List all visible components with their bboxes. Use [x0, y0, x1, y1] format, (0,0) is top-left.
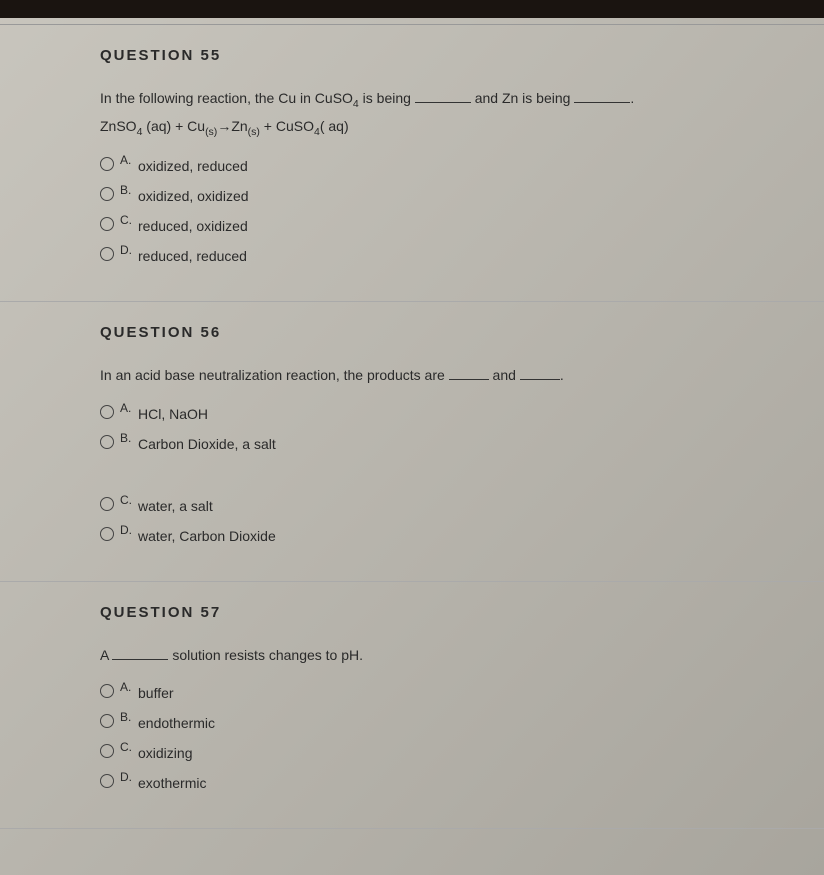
- option-row[interactable]: B. endothermic: [100, 712, 824, 728]
- options-list: A. HCl, NaOH B. Carbon Dioxide, a salt C…: [100, 403, 824, 541]
- prompt-text: A: [100, 647, 112, 663]
- radio-icon[interactable]: [100, 435, 114, 449]
- option-letter: A.: [120, 401, 134, 415]
- option-text: reduced, oxidized: [138, 218, 248, 234]
- radio-icon[interactable]: [100, 684, 114, 698]
- option-text: exothermic: [138, 775, 206, 791]
- prompt-text: solution resists changes to pH.: [168, 647, 363, 663]
- prompt-text: .: [630, 90, 634, 106]
- question-55: QUESTION 55 In the following reaction, t…: [0, 25, 824, 302]
- option-letter: D.: [120, 243, 134, 257]
- question-title: QUESTION 55: [100, 47, 824, 64]
- option-text: oxidized, oxidized: [138, 188, 249, 204]
- radio-icon[interactable]: [100, 774, 114, 788]
- blank: [574, 90, 630, 103]
- option-text: oxidized, reduced: [138, 158, 248, 174]
- option-letter: C.: [120, 493, 134, 507]
- question-title: QUESTION 57: [100, 604, 824, 621]
- option-text: water, a salt: [138, 498, 213, 514]
- option-text: buffer: [138, 685, 174, 701]
- options-list: A. buffer B. endothermic C. oxidizing D.…: [100, 682, 824, 788]
- option-text: HCl, NaOH: [138, 406, 208, 422]
- prompt-text: is being: [359, 90, 415, 106]
- radio-icon[interactable]: [100, 527, 114, 541]
- option-letter: B.: [120, 431, 134, 445]
- option-row[interactable]: A. oxidized, reduced: [100, 155, 824, 171]
- option-row[interactable]: D. reduced, reduced: [100, 245, 824, 261]
- option-letter: D.: [120, 523, 134, 537]
- option-row[interactable]: C. oxidizing: [100, 742, 824, 758]
- option-text: oxidizing: [138, 745, 192, 761]
- option-row[interactable]: D. water, Carbon Dioxide: [100, 525, 824, 541]
- question-title: QUESTION 56: [100, 324, 824, 341]
- radio-icon[interactable]: [100, 187, 114, 201]
- option-text: endothermic: [138, 715, 215, 731]
- option-text: reduced, reduced: [138, 248, 247, 264]
- option-letter: C.: [120, 213, 134, 227]
- option-letter: C.: [120, 740, 134, 754]
- option-text: Carbon Dioxide, a salt: [138, 436, 276, 452]
- radio-icon[interactable]: [100, 405, 114, 419]
- option-letter: B.: [120, 710, 134, 724]
- option-letter: B.: [120, 183, 134, 197]
- blank: [449, 368, 489, 381]
- option-letter: A.: [120, 153, 134, 167]
- option-letter: D.: [120, 770, 134, 784]
- radio-icon[interactable]: [100, 744, 114, 758]
- option-letter: A.: [120, 680, 134, 694]
- subscript: (s): [248, 125, 260, 137]
- equation-text: (aq) + Cu: [142, 118, 205, 134]
- options-list: A. oxidized, reduced B. oxidized, oxidiz…: [100, 155, 824, 261]
- question-prompt: In the following reaction, the Cu in CuS…: [100, 86, 824, 141]
- radio-icon[interactable]: [100, 217, 114, 231]
- prompt-text: and Zn is being: [471, 90, 575, 106]
- option-row[interactable]: B. oxidized, oxidized: [100, 185, 824, 201]
- radio-icon[interactable]: [100, 497, 114, 511]
- question-prompt: A solution resists changes to pH.: [100, 643, 824, 668]
- top-bar: [0, 0, 824, 18]
- radio-icon[interactable]: [100, 247, 114, 261]
- option-text: water, Carbon Dioxide: [138, 528, 276, 544]
- question-57: QUESTION 57 A solution resists changes t…: [0, 582, 824, 829]
- radio-icon[interactable]: [100, 714, 114, 728]
- equation-text: ( aq): [320, 118, 349, 134]
- equation-text: + CuSO: [260, 118, 314, 134]
- prompt-text: In the following reaction, the Cu in CuS…: [100, 90, 353, 106]
- option-row[interactable]: A. buffer: [100, 682, 824, 698]
- options-gap: [100, 463, 824, 481]
- prompt-text: In an acid base neutralization reaction,…: [100, 367, 449, 383]
- blank: [520, 368, 560, 381]
- question-56: QUESTION 56 In an acid base neutralizati…: [0, 302, 824, 581]
- subscript: (s): [205, 125, 217, 137]
- blank: [112, 647, 168, 660]
- option-row[interactable]: C. water, a salt: [100, 495, 824, 511]
- equation-text: →Zn: [217, 118, 247, 134]
- option-row[interactable]: A. HCl, NaOH: [100, 403, 824, 419]
- option-row[interactable]: C. reduced, oxidized: [100, 215, 824, 231]
- prompt-text: .: [560, 367, 564, 383]
- prompt-text: and: [489, 367, 520, 383]
- blank: [415, 90, 471, 103]
- option-row[interactable]: D. exothermic: [100, 772, 824, 788]
- radio-icon[interactable]: [100, 157, 114, 171]
- option-row[interactable]: B. Carbon Dioxide, a salt: [100, 433, 824, 449]
- equation-text: ZnSO: [100, 118, 137, 134]
- question-prompt: In an acid base neutralization reaction,…: [100, 363, 824, 388]
